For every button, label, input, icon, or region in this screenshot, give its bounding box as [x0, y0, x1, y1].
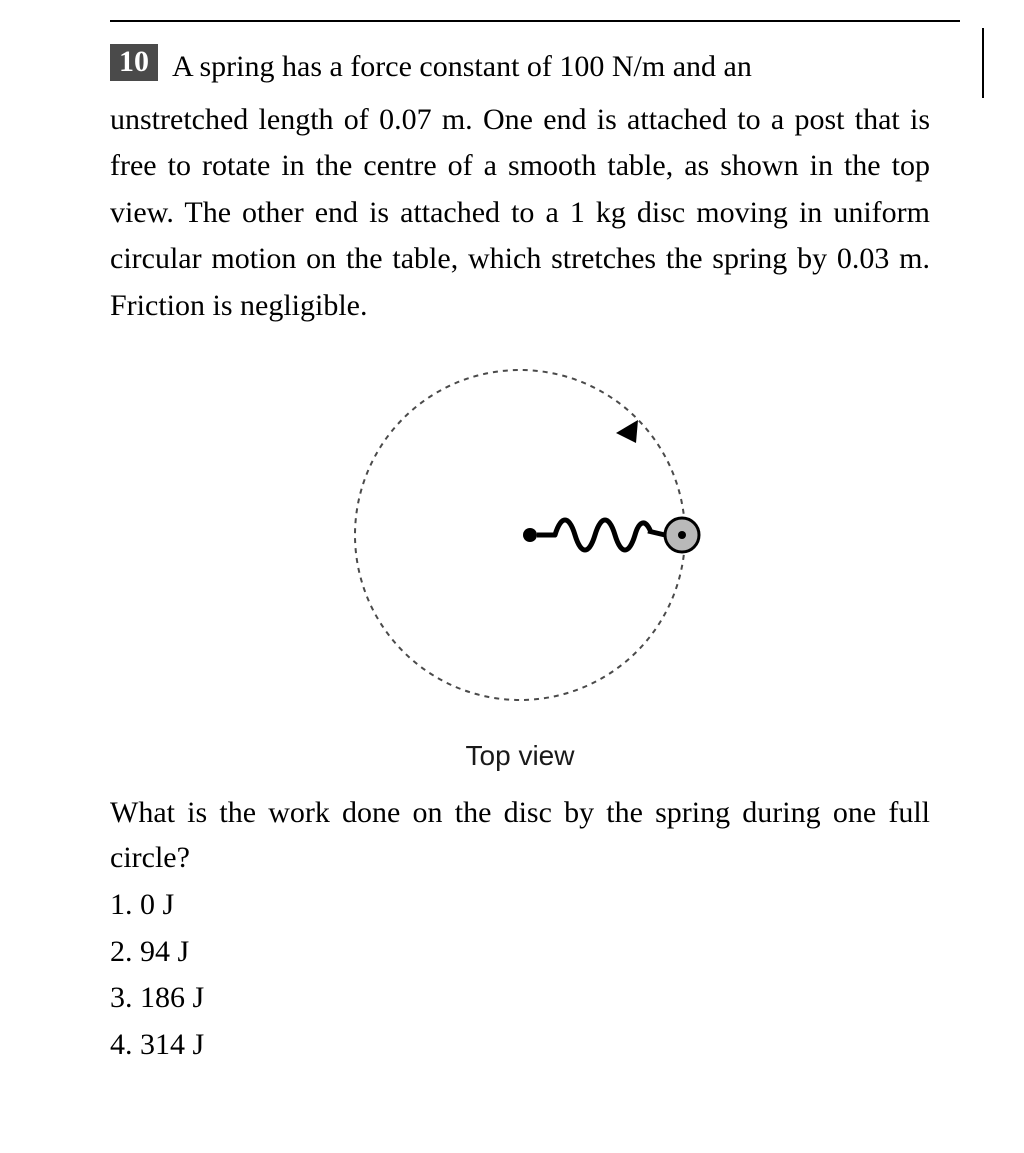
page: 10 A spring has a force constant of 100 … — [0, 0, 1024, 1108]
question-number: 10 — [119, 45, 149, 78]
option-4: 4. 314 J — [110, 1022, 930, 1069]
motion-arrow — [616, 420, 638, 443]
option-3: 3. 186 J — [110, 975, 930, 1022]
option-1: 1. 0 J — [110, 882, 930, 929]
question-block: 10 A spring has a force constant of 100 … — [110, 44, 930, 1068]
option-2: 2. 94 J — [110, 929, 930, 976]
top-rule — [110, 20, 960, 22]
question-text: A spring has a force constant of 100 N/m… — [172, 44, 752, 91]
top-view-diagram — [320, 355, 720, 725]
figure: Top view — [110, 355, 930, 772]
spring-end-stub — [648, 531, 665, 535]
right-edge-rule — [982, 28, 984, 98]
question-text-rest: unstretched length of 0.07 m. One end is… — [110, 97, 930, 330]
center-post — [523, 528, 537, 542]
question-first-line: A spring has a force constant of 100 N/m… — [172, 50, 752, 83]
question-number-box: 10 — [110, 44, 158, 81]
question-followup: What is the work done on the disc by the… — [110, 790, 930, 880]
question-head: 10 A spring has a force constant of 100 … — [110, 44, 930, 91]
spring-icon — [555, 520, 650, 550]
disc-center — [678, 531, 686, 539]
options-list: 1. 0 J 2. 94 J 3. 186 J 4. 314 J — [110, 882, 930, 1068]
figure-caption: Top view — [110, 740, 930, 772]
